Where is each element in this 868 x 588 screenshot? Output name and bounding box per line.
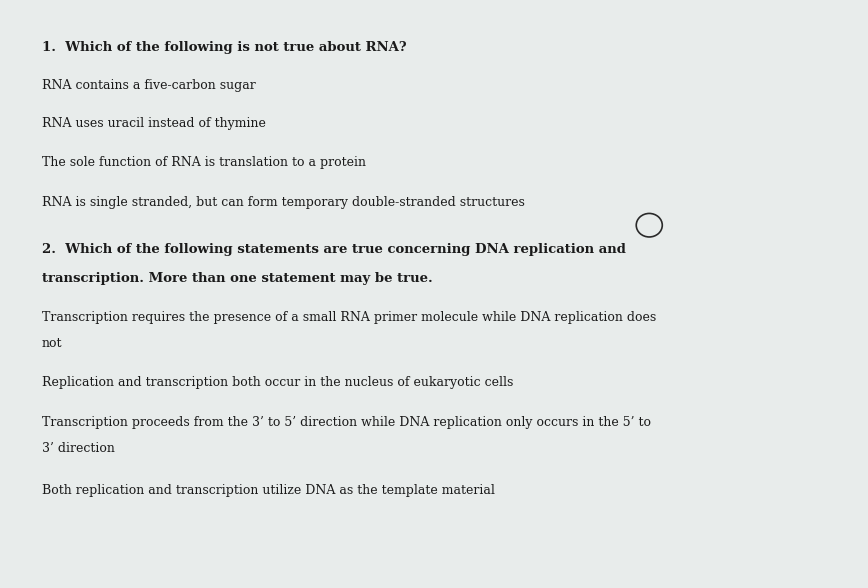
Text: 3’ direction: 3’ direction — [42, 442, 115, 455]
Text: Replication and transcription both occur in the nucleus of eukaryotic cells: Replication and transcription both occur… — [42, 376, 513, 389]
Text: Both replication and transcription utilize DNA as the template material: Both replication and transcription utili… — [42, 485, 495, 497]
Text: 2.  Which of the following statements are true concerning DNA replication and: 2. Which of the following statements are… — [42, 243, 626, 256]
Text: RNA is single stranded, but can form temporary double-stranded structures: RNA is single stranded, but can form tem… — [42, 196, 524, 209]
Text: RNA uses uracil instead of thymine: RNA uses uracil instead of thymine — [42, 117, 266, 130]
Text: transcription. More than one statement may be true.: transcription. More than one statement m… — [42, 272, 432, 285]
Text: Transcription proceeds from the 3’ to 5’ direction while DNA replication only oc: Transcription proceeds from the 3’ to 5’… — [42, 416, 651, 429]
Text: RNA contains a five-carbon sugar: RNA contains a five-carbon sugar — [42, 79, 255, 92]
Text: Transcription requires the presence of a small RNA primer molecule while DNA rep: Transcription requires the presence of a… — [42, 311, 656, 324]
Text: The sole function of RNA is translation to a protein: The sole function of RNA is translation … — [42, 156, 365, 169]
Text: 1.  Which of the following is not true about RNA?: 1. Which of the following is not true ab… — [42, 41, 406, 54]
Text: not: not — [42, 338, 62, 350]
